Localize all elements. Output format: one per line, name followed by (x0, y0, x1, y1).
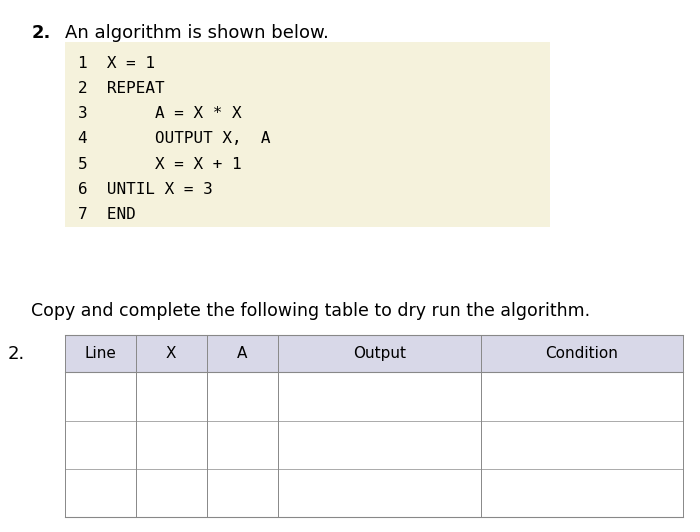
Text: 1  X = 1: 1 X = 1 (78, 56, 155, 71)
Text: Output: Output (353, 346, 406, 361)
Bar (64, 469, 683, 517)
Text: An algorithm is shown below.: An algorithm is shown below. (64, 23, 328, 41)
Text: Line: Line (84, 346, 116, 361)
FancyBboxPatch shape (64, 42, 550, 227)
Text: 2.: 2. (32, 23, 50, 41)
Bar (64, 372, 683, 421)
Text: 4       OUTPUT X,  A: 4 OUTPUT X, A (78, 131, 270, 146)
Text: 7  END: 7 END (78, 206, 136, 221)
Text: 5       X = X + 1: 5 X = X + 1 (78, 156, 242, 171)
Bar (64, 421, 683, 469)
Text: 2.: 2. (8, 345, 25, 363)
Text: 2  REPEAT: 2 REPEAT (78, 81, 164, 96)
Text: 3       A = X * X: 3 A = X * X (78, 106, 242, 121)
Text: 6  UNTIL X = 3: 6 UNTIL X = 3 (78, 181, 213, 196)
Text: Condition: Condition (545, 346, 618, 361)
Text: Copy and complete the following table to dry run the algorithm.: Copy and complete the following table to… (32, 303, 591, 320)
Text: A: A (237, 346, 248, 361)
Text: X: X (166, 346, 176, 361)
Bar (64, 335, 683, 372)
